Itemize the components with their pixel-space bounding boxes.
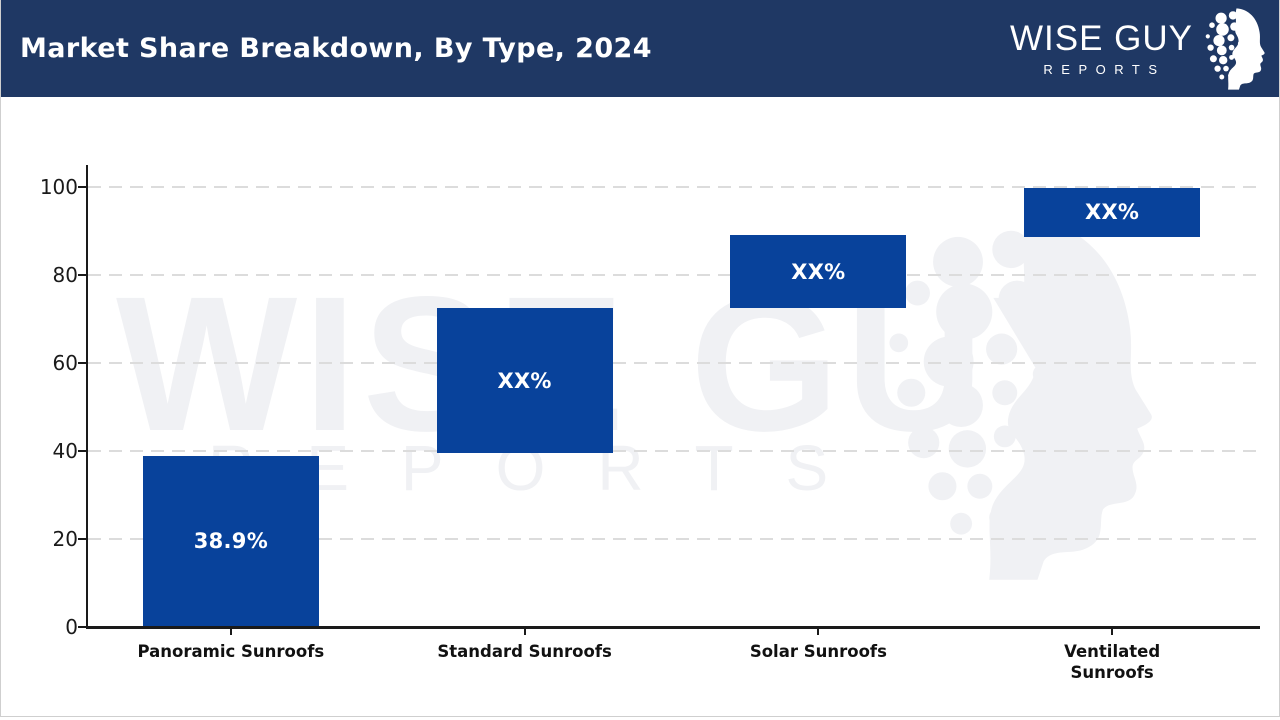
logo-wordmark: WISE GUY <box>1009 18 1193 58</box>
x-tick-mark-ventilated-sunroofs <box>1111 627 1114 635</box>
x-axis-line <box>85 625 1260 629</box>
bar-ventilated-sunroofs: XX% <box>1024 187 1201 238</box>
x-axis-label-ventilated-sunroofs: Ventilated Sunroofs <box>992 641 1232 683</box>
x-tick-mark-standard-sunroofs <box>523 627 526 635</box>
x-axis-label-line: Sunroofs <box>1070 663 1154 682</box>
bar-value-label-standard-sunroofs: XX% <box>497 368 552 393</box>
bar-solar-sunroofs: XX% <box>730 235 907 309</box>
chart-title: Market Share Breakdown, By Type, 2024 <box>20 33 652 64</box>
x-axis-label-line: Ventilated <box>1064 642 1161 661</box>
y-tick-label-60: 60 <box>52 350 78 375</box>
bar-value-label-solar-sunroofs: XX% <box>791 259 846 284</box>
y-tick-label-20: 20 <box>52 526 78 551</box>
logo-text: WISE GUY REPORTS <box>1010 21 1193 77</box>
y-tick-mark-60 <box>78 361 86 364</box>
x-axis-label-panoramic-sunroofs: Panoramic Sunroofs <box>111 641 351 662</box>
wiseguy-head-icon <box>1205 7 1265 90</box>
x-axis-label-standard-sunroofs: Standard Sunroofs <box>405 641 645 662</box>
header-bar: Market Share Breakdown, By Type, 2024 WI… <box>0 0 1280 97</box>
gridline-60 <box>88 361 1258 364</box>
x-tick-mark-panoramic-sunroofs <box>229 627 232 635</box>
y-tick-mark-40 <box>78 449 86 452</box>
bar-standard-sunroofs: XX% <box>436 308 613 454</box>
y-tick-label-40: 40 <box>52 438 78 463</box>
x-axis-label-line: Standard Sunroofs <box>437 642 612 661</box>
y-tick-mark-100 <box>78 186 86 188</box>
y-tick-mark-20 <box>78 537 86 540</box>
x-axis-label-solar-sunroofs: Solar Sunroofs <box>698 641 938 662</box>
y-tick-label-100: 100 <box>39 175 78 199</box>
y-tick-label-0: 0 <box>65 614 78 639</box>
bar-panoramic-sunroofs: 38.9% <box>142 455 319 627</box>
y-axis-line <box>85 165 88 627</box>
y-tick-mark-80 <box>78 273 86 276</box>
bar-value-label-panoramic-sunroofs: 38.9% <box>193 529 269 553</box>
logo-subtitle: REPORTS <box>1043 61 1166 77</box>
x-tick-mark-solar-sunroofs <box>817 627 820 635</box>
y-tick-label-80: 80 <box>52 262 78 287</box>
gridline-20 <box>88 537 1258 540</box>
x-axis-label-line: Solar Sunroofs <box>749 642 887 661</box>
wiseguy-logo: WISE GUY REPORTS <box>1010 7 1270 91</box>
x-axis-label-line: Panoramic Sunroofs <box>137 642 325 661</box>
gridline-80 <box>88 273 1258 276</box>
bar-value-label-ventilated-sunroofs: XX% <box>1084 200 1140 225</box>
gridline-100 <box>88 186 1258 188</box>
gridline-40 <box>88 449 1258 452</box>
y-tick-mark-0 <box>78 625 86 628</box>
